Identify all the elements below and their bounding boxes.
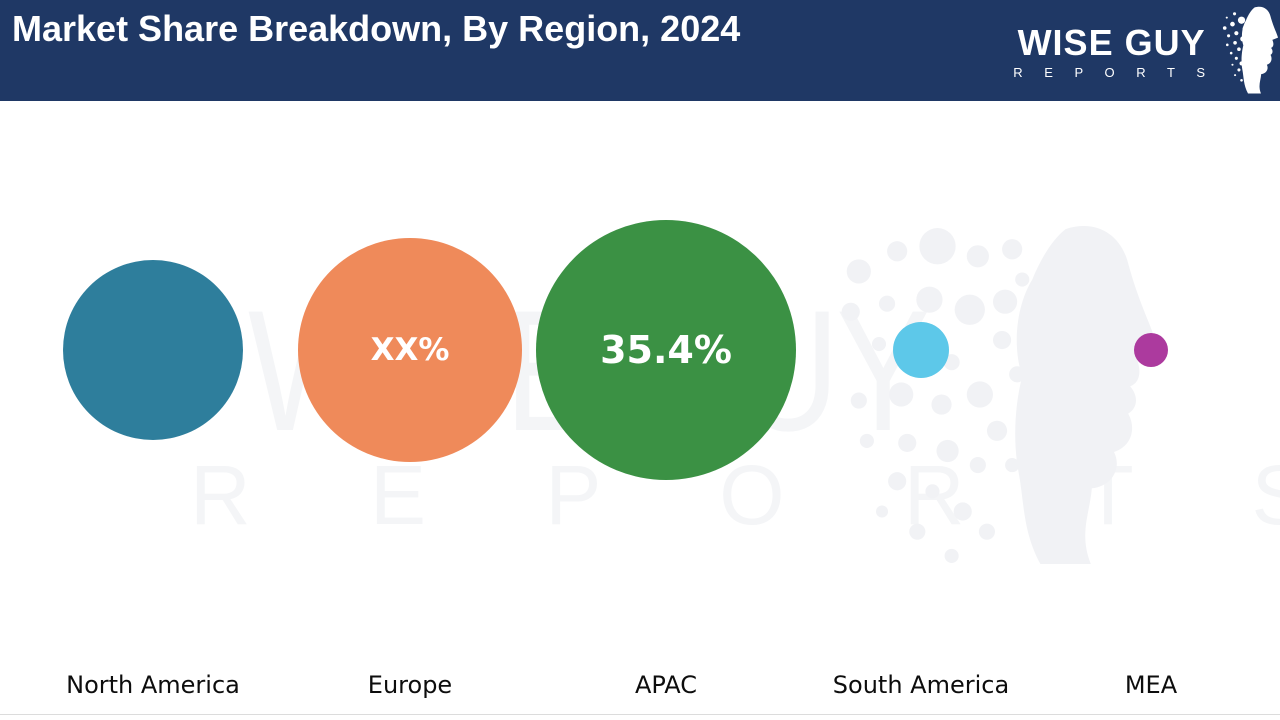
bubble-mea	[1134, 333, 1168, 367]
bubble-value-label-apac: 35.4%	[600, 328, 732, 372]
bubble-europe: XX%	[298, 238, 522, 462]
logo-face-icon	[1222, 6, 1279, 94]
category-label-mea: MEA	[1124, 671, 1178, 699]
logo-text: WISE GUY R E P O R T S	[1009, 22, 1214, 80]
category-label-south-america: South America	[832, 671, 1010, 699]
wiseguy-logo: WISE GUY R E P O R T S	[1009, 0, 1280, 101]
bubble-north-america	[63, 260, 243, 440]
bubble-apac: 35.4%	[536, 220, 796, 480]
watermark-face-icon	[841, 226, 1158, 564]
category-label-europe: Europe	[367, 671, 453, 699]
category-label-north-america: North America	[66, 671, 240, 699]
bubble-south-america	[893, 322, 949, 378]
page-title: Market Share Breakdown, By Region, 2024	[12, 8, 741, 49]
header-bar: Market Share Breakdown, By Region, 2024 …	[0, 0, 1280, 101]
bubble-chart: WISE GUY R E P O R T S	[0, 101, 1280, 720]
logo-wordmark: WISE GUY	[1017, 22, 1206, 63]
bottom-divider	[0, 714, 1280, 715]
category-label-apac: APAC	[634, 671, 698, 699]
bubble-value-label-europe: XX%	[370, 332, 450, 368]
logo-subtext: R E P O R T S	[1013, 65, 1214, 80]
